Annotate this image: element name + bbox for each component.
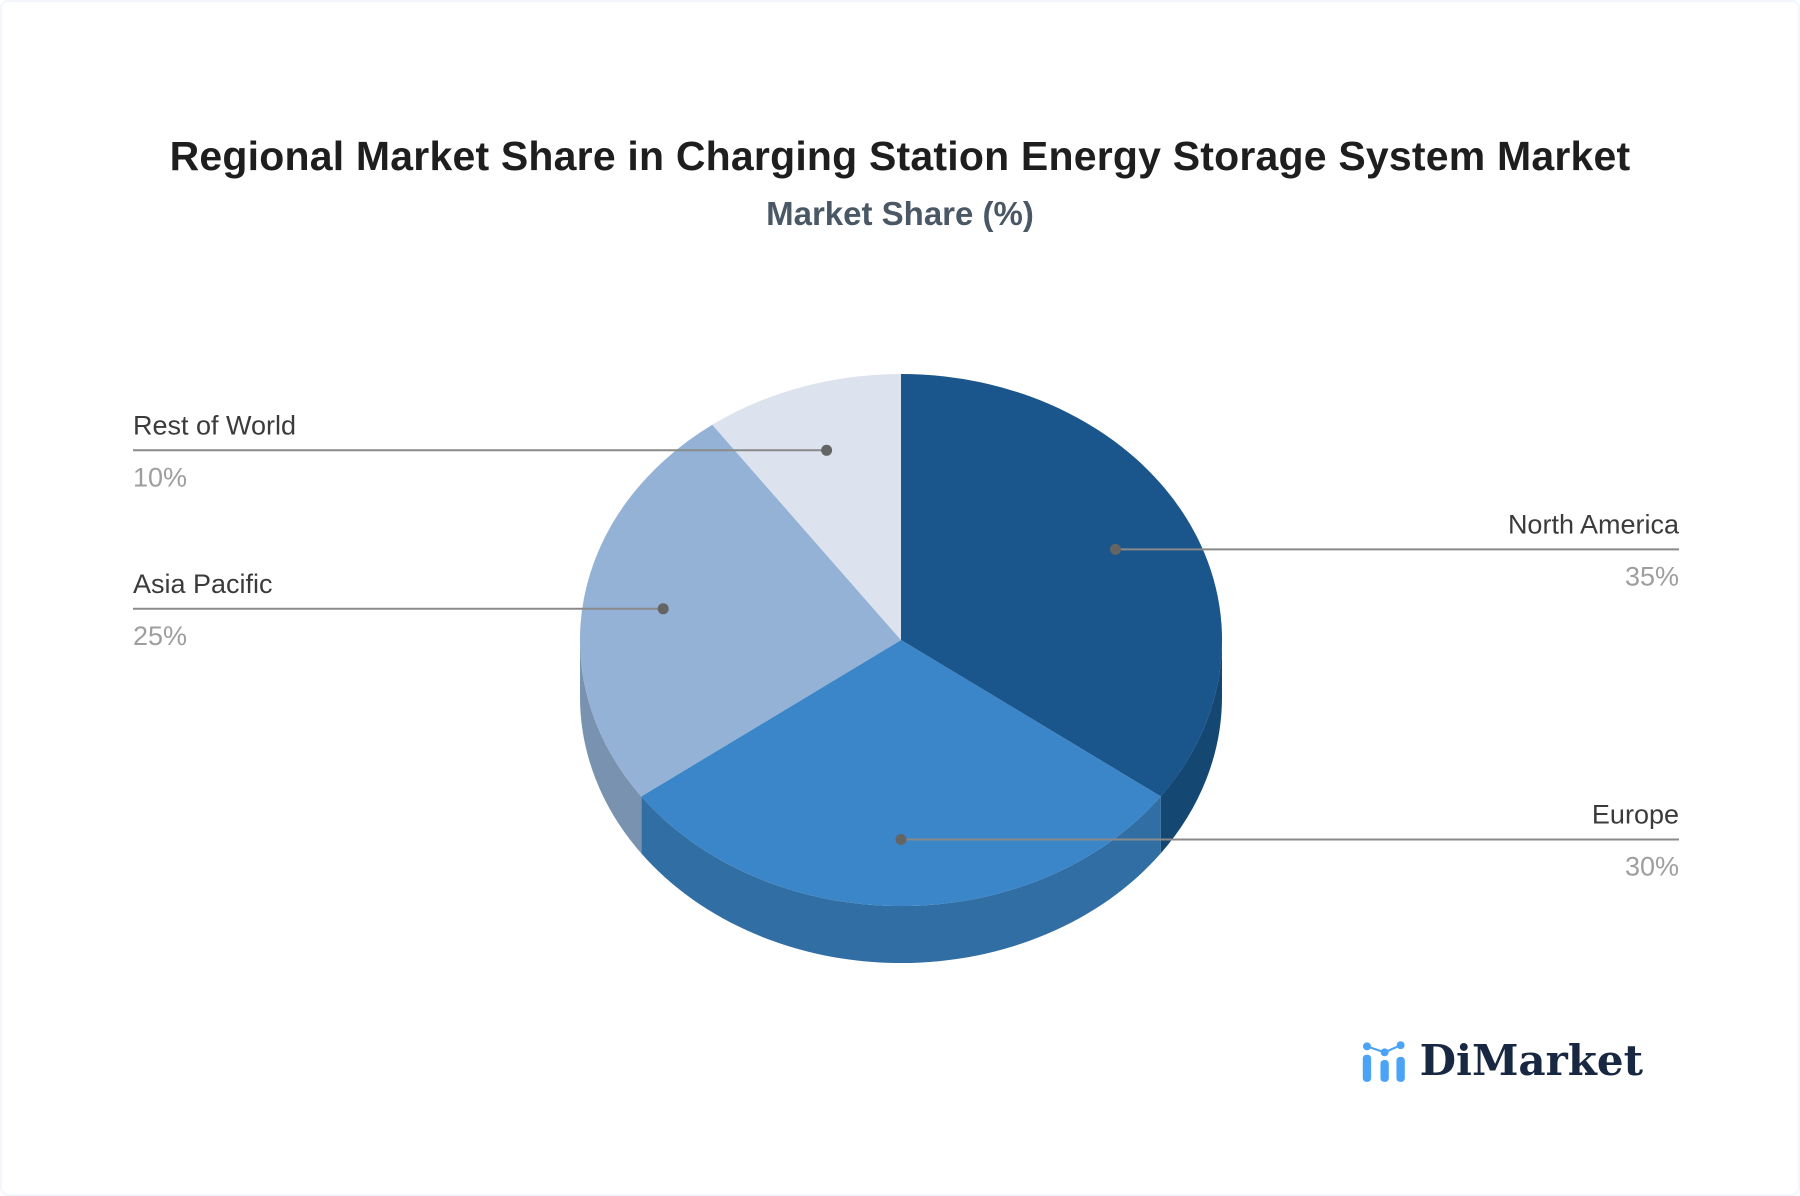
pie-slice-asia-pacific[interactable] (579, 424, 901, 797)
label-dot-north-america (1110, 543, 1121, 555)
pie-slice-europe-side (641, 796, 1161, 964)
slice-label-asia-pacific: Asia Pacific (133, 569, 273, 599)
slice-label-north-america: North America (1508, 509, 1680, 539)
logo-bar-2 (1380, 1059, 1389, 1082)
slice-value-europe: 30% (1625, 852, 1679, 882)
logo-dot-3 (1396, 1041, 1405, 1050)
label-dot-rest-of-world (821, 444, 833, 456)
pie-slice-rest-of-world[interactable] (712, 373, 901, 640)
slice-label-rest-of-world: Rest of World (133, 410, 296, 440)
slice-label-europe: Europe (1592, 800, 1679, 830)
dimarket-logo-icon (1362, 1041, 1405, 1082)
slice-value-north-america: 35% (1625, 561, 1679, 591)
logo-dot-2 (1380, 1048, 1389, 1057)
chart-title: Regional Market Share in Charging Statio… (169, 133, 1631, 179)
logo-dot-1 (1362, 1042, 1371, 1051)
label-dot-asia-pacific (657, 603, 669, 615)
pie-slice-asia-pacific-side (579, 640, 642, 854)
label-dot-europe (895, 834, 907, 845)
dimarket-logo: DiMarket (1361, 1040, 1643, 1082)
dimarket-logo-text: DiMarket (1419, 1036, 1643, 1085)
logo-bar-1 (1362, 1054, 1371, 1082)
logo-bar-3 (1396, 1056, 1405, 1082)
slice-value-rest-of-world: 10% (133, 462, 187, 492)
pie-slice-north-america-side (1160, 640, 1222, 854)
pie-slice-north-america[interactable] (901, 374, 1223, 797)
chart-subtitle: Market Share (%) (766, 195, 1034, 232)
slice-value-asia-pacific: 25% (133, 621, 187, 651)
